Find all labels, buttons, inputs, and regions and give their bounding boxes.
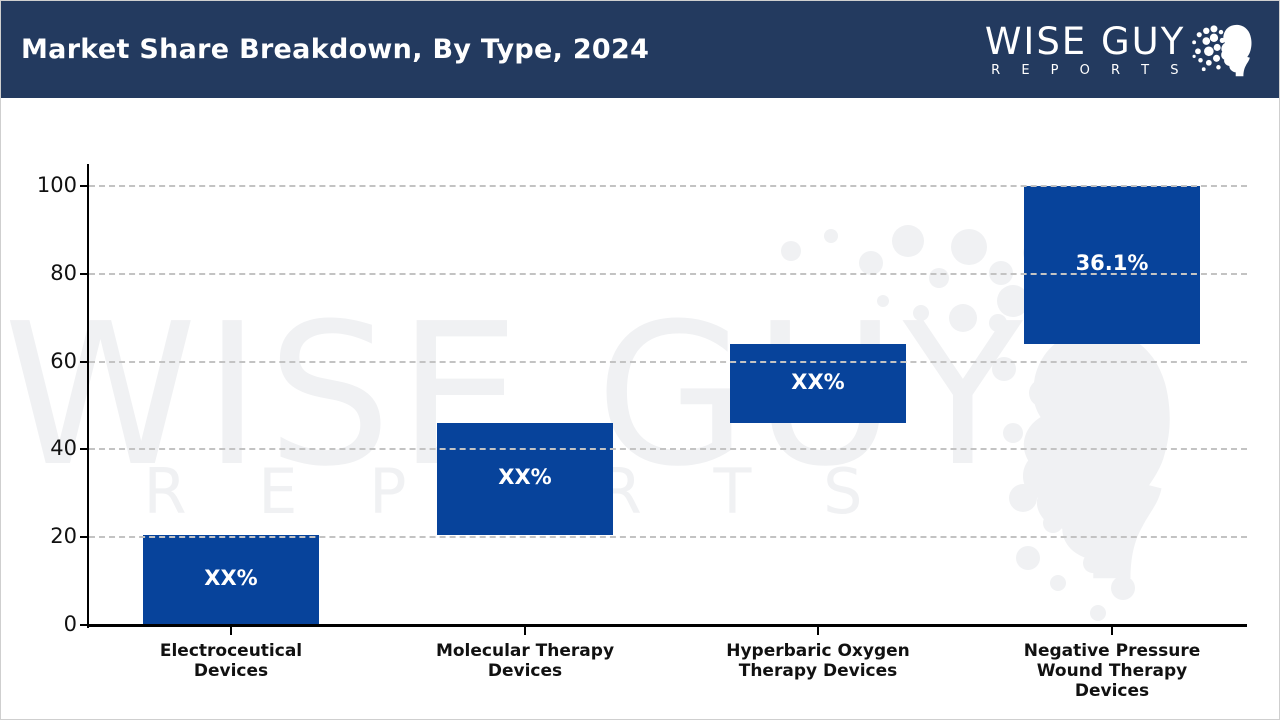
logo-wordmark: WISE GUY	[984, 19, 1186, 63]
bar-hyperbaric-oxygen-therapy-devices	[730, 344, 906, 424]
page-title: Market Share Breakdown, By Type, 2024	[21, 34, 650, 65]
x-tick-mark	[524, 627, 526, 635]
bar-value-label: 36.1%	[1075, 251, 1149, 276]
x-tick-mark	[817, 627, 819, 635]
gridline-20	[89, 536, 1247, 539]
y-tick-mark	[80, 185, 89, 187]
wiseguy-face-icon	[1192, 24, 1252, 76]
y-tick-label: 100	[36, 173, 77, 197]
gridline-100	[89, 185, 1247, 187]
y-tick-label: 60	[50, 348, 77, 373]
category-label-negative-pressure-wound-therapy-devices: Negative Pressure Wound Therapy Devices	[1023, 641, 1201, 701]
y-tick-mark	[80, 360, 89, 363]
logo-subtitle: R E P O R T S	[991, 62, 1187, 78]
wiseguy-logo: WISE GUY R E P O R T S	[983, 10, 1253, 90]
gridline-80	[89, 272, 1247, 275]
x-tick-mark	[1111, 627, 1113, 635]
header: Market Share Breakdown, By Type, 2024 WI…	[1, 1, 1279, 98]
y-tick-label: 80	[50, 260, 77, 285]
x-tick-mark	[230, 627, 232, 635]
y-tick-mark	[80, 624, 89, 626]
y-axis-line	[87, 164, 89, 628]
bar-negative-pressure-wound-therapy-devices	[1024, 186, 1200, 345]
y-tick-label: 40	[50, 436, 77, 461]
gridline-40	[89, 448, 1247, 451]
y-tick-label: 0	[63, 612, 77, 636]
y-tick-mark	[80, 448, 89, 451]
gridline-60	[89, 360, 1247, 363]
category-label-electroceutical-devices: Electroceutical Devices	[159, 641, 303, 681]
bar-molecular-therapy-devices	[437, 423, 613, 536]
bar-value-label: XX%	[204, 566, 258, 591]
y-tick-label: 20	[50, 524, 77, 549]
bar-electroceutical-devices	[143, 535, 319, 625]
bar-value-label: XX%	[791, 369, 845, 394]
bar-value-label: XX%	[498, 465, 552, 490]
y-tick-mark	[80, 536, 89, 539]
category-label-molecular-therapy-devices: Molecular Therapy Devices	[435, 641, 615, 681]
category-label-hyperbaric-oxygen-therapy-devices: Hyperbaric Oxygen Therapy Devices	[726, 641, 910, 681]
x-axis-line	[87, 624, 1247, 627]
y-tick-mark	[80, 272, 89, 275]
